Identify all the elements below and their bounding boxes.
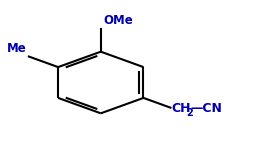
Text: OMe: OMe (103, 14, 133, 27)
Text: —CN: —CN (190, 102, 222, 115)
Text: CH: CH (172, 102, 191, 115)
Text: 2: 2 (186, 108, 193, 117)
Text: Me: Me (7, 42, 26, 55)
